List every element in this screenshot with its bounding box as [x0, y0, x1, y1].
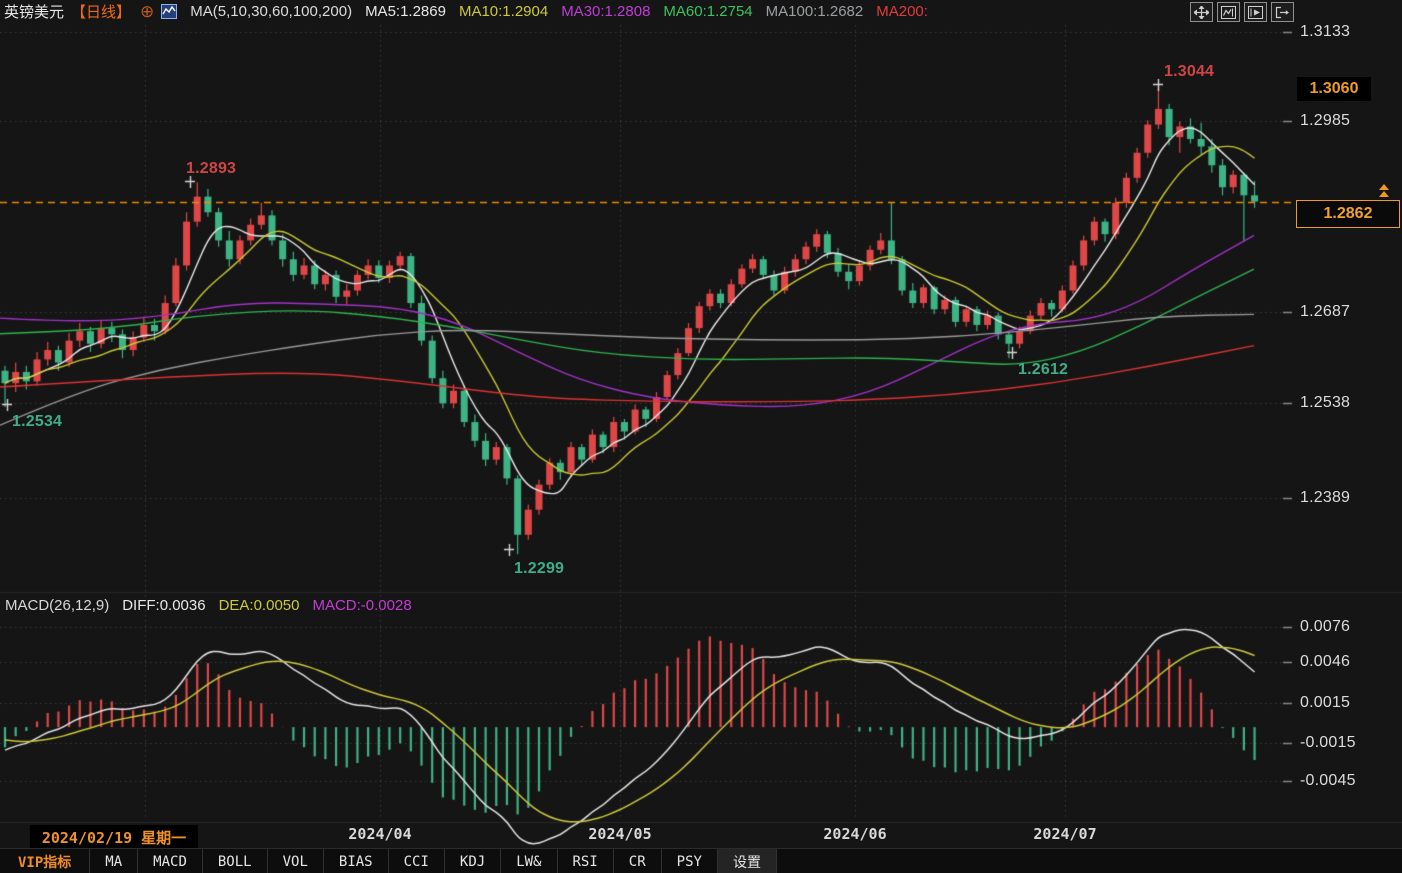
period-label[interactable]: 【日线】 — [71, 4, 132, 21]
price-tick-label: 1.2538 — [1300, 394, 1351, 411]
play-chart-icon[interactable] — [1244, 2, 1267, 22]
macd-tick-label: 0.0076 — [1300, 618, 1351, 635]
macd-params-label: MACD(26,12,9) — [5, 597, 110, 614]
indicator-tab[interactable]: VOL — [268, 849, 324, 873]
overlay-chart-icon[interactable] — [1217, 2, 1240, 22]
corner-toolbar — [1190, 2, 1294, 22]
indicator-tab[interactable]: LW& — [501, 849, 558, 873]
price-annotation: 1.2299 — [514, 560, 565, 577]
ma-value-label: MA30:1.2808 — [561, 3, 651, 20]
crosshair-icon[interactable] — [1190, 2, 1213, 22]
indicator-tabs: VIP指标 MA MACD BOLL VOL BIAS CCI KDJ LW& RSI CR PSY 设… — [0, 849, 777, 873]
ma-value-label: MA100:1.2682 — [765, 3, 864, 20]
high-price-label: 1.3060 — [1297, 77, 1371, 101]
indicator-tab[interactable]: CR — [614, 849, 662, 873]
macd-value-label: MACD:-0.0028 — [312, 597, 412, 614]
indicator-tab[interactable]: RSI — [558, 849, 614, 873]
date-label: 2024/06 — [823, 825, 887, 843]
indicator-tab[interactable]: MA — [90, 849, 139, 873]
price-tick-label: 1.2389 — [1300, 489, 1351, 506]
indicator-tab[interactable]: KDJ — [445, 849, 502, 873]
ma-value-label: MA200: — [876, 3, 928, 20]
price-annotation: 1.3044 — [1164, 63, 1215, 80]
macd-tick-label: -0.0045 — [1300, 772, 1356, 789]
date-label: 2024/02/19 星期一 — [29, 825, 199, 850]
chart-header: 英镑美元 【日线】 ⊕ MA(5,10,30,60,100,200) MA5:1… — [4, 0, 928, 23]
indicator-tab[interactable]: PSY — [662, 849, 718, 873]
price-tick-label: 1.2687 — [1300, 303, 1351, 320]
price-annotation: 1.2893 — [186, 160, 237, 177]
price-tick-label: 1.2985 — [1300, 112, 1351, 129]
exit-icon[interactable] — [1271, 2, 1294, 22]
indicator-tab[interactable]: BIAS — [324, 849, 389, 873]
ma-settings-label: MA(5,10,30,60,100,200) — [190, 3, 353, 20]
price-up-arrow-icon — [1376, 184, 1392, 204]
indicator-tab[interactable]: CCI — [389, 849, 445, 873]
symbol-name: 英镑美元 — [4, 4, 65, 21]
macd-tick-label: 0.0046 — [1300, 653, 1351, 670]
date-label: 2024/07 — [1033, 825, 1097, 843]
dea-value-label: DEA:0.0050 — [218, 597, 300, 614]
date-label: 2024/05 — [588, 825, 652, 843]
indicator-tab[interactable]: 设置 — [717, 849, 777, 873]
add-indicator-icon[interactable]: ⊕ — [140, 1, 155, 21]
ma-value-label: MA60:1.2754 — [663, 3, 753, 20]
price-annotation: 1.2612 — [1018, 361, 1069, 378]
price-tick-label: 1.3133 — [1300, 23, 1351, 40]
price-annotation: 1.2534 — [12, 413, 63, 430]
indicator-tab[interactable]: BOLL — [203, 849, 268, 873]
date-label: 2024/04 — [348, 825, 412, 843]
macd-header: MACD(26,12,9) DIFF:0.0036 DEA:0.0050 MAC… — [5, 597, 412, 614]
indicator-tab[interactable]: VIP指标 — [0, 849, 91, 873]
macd-tick-label: -0.0015 — [1300, 734, 1356, 751]
macd-tick-label: 0.0015 — [1300, 694, 1351, 711]
ma-value-label: MA10:1.2904 — [458, 3, 549, 20]
ma-values: MA5:1.2869 MA10:1.2904 MA30:1.2808 MA60:1.2… — [365, 3, 928, 20]
current-price-box: 1.2862 — [1296, 200, 1400, 228]
indicator-tab[interactable]: MACD — [138, 849, 203, 873]
diff-value-label: DIFF:0.0036 — [122, 597, 206, 614]
chart-type-icon[interactable] — [161, 4, 178, 19]
indicator-toolbar: VIP指标 MA MACD BOLL VOL BIAS CCI KDJ LW& RSI CR PSY 设… — [0, 848, 1402, 873]
ma-value-label: MA5:1.2869 — [365, 3, 446, 20]
